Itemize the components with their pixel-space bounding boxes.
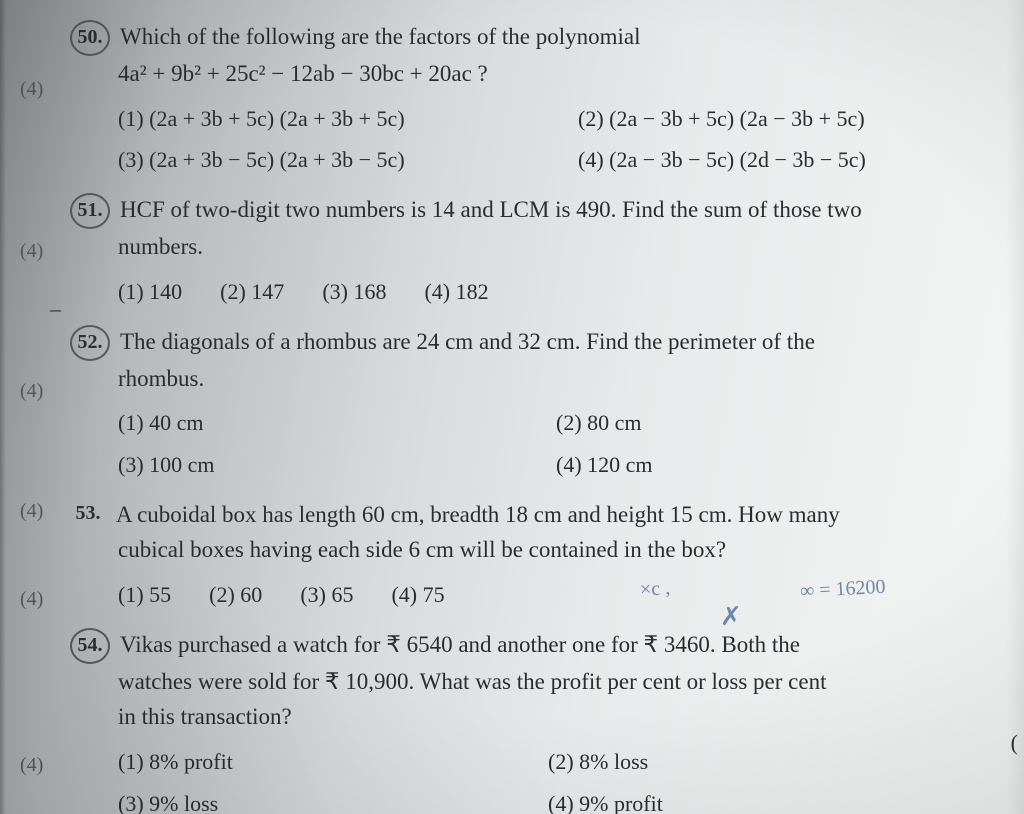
left-shadow: [0, 0, 6, 814]
question-head: 52. The diagonals of a rhombus are 24 cm …: [70, 325, 994, 361]
page-container: (4) (4) (4) (4) (4) (4) 50. Which of the follo…: [0, 0, 1024, 814]
option: (3) 9% loss: [118, 783, 518, 814]
option-row: (1) 8% profit (2) 8% loss: [118, 741, 994, 783]
option: (3) 65: [300, 574, 353, 616]
option-row: (1) 140 (2) 147 (3) 168 (4) 182: [118, 271, 994, 313]
question-number: 54.: [70, 628, 110, 664]
question-sub-line: rhombus.: [118, 361, 994, 397]
option-row: (3) 9% loss (4) 9% profit: [118, 783, 994, 814]
option: (1) 55: [118, 574, 171, 616]
margin-mark: (4): [20, 754, 43, 777]
question-block: 52. The diagonals of a rhombus are 24 cm …: [70, 325, 994, 486]
option-row: (1) (2a + 3b + 5c) (2a + 3b + 5c) (2) (2a…: [118, 98, 994, 140]
option: (2) 147: [220, 271, 284, 313]
option: (3) 100 cm: [118, 444, 518, 486]
right-paren-fragment: (: [1011, 730, 1018, 756]
question-head: 54. Vikas purchased a watch for ₹ 6540 an…: [70, 628, 994, 664]
option: (2) 60: [209, 574, 262, 616]
option: (1) 40 cm: [118, 402, 518, 444]
option: (4) 75: [391, 574, 444, 616]
margin-column: (4) (4) (4) (4) (4) (4): [10, 0, 60, 814]
option: (1) 8% profit: [118, 741, 518, 783]
question-block: 54. Vikas purchased a watch for ₹ 6540 an…: [70, 628, 994, 814]
option-row: (1) 40 cm (2) 80 cm: [118, 402, 994, 444]
question-sub-line: in this transaction?: [118, 699, 994, 735]
content-column: 50. Which of the following are the factor…: [70, 20, 994, 814]
option: (2) 80 cm: [556, 402, 856, 444]
question-text: HCF of two-digit two numbers is 14 and L…: [120, 193, 862, 228]
right-shadow: [1006, 0, 1024, 814]
options: (1) 8% profit (2) 8% loss (3) 9% loss (4) 9…: [118, 741, 994, 814]
option: (2) (2a − 3b + 5c) (2a − 3b + 5c): [578, 98, 865, 140]
option-row: (3) (2a + 3b − 5c) (2a + 3b − 5c) (4) (2a…: [118, 139, 994, 181]
question-text: The diagonals of a rhombus are 24 cm and…: [120, 325, 815, 360]
margin-mark: (4): [20, 588, 43, 611]
margin-mark: (4): [20, 78, 43, 101]
options: (1) 140 (2) 147 (3) 168 (4) 182: [118, 271, 994, 313]
question-text: Vikas purchased a watch for ₹ 6540 and a…: [120, 628, 800, 663]
options: (1) 40 cm (2) 80 cm (3) 100 cm (4) 120 cm: [118, 402, 994, 486]
margin-dash: –: [50, 296, 61, 322]
question-sub-line: 4a² + 9b² + 25c² − 12ab − 30bc + 20ac ?: [118, 56, 994, 92]
question-sub-line: numbers.: [118, 229, 994, 265]
margin-mark: (4): [20, 500, 43, 523]
question-number: 53.: [70, 498, 106, 530]
option: (1) 140: [118, 271, 182, 313]
question-number: 50.: [70, 20, 110, 56]
question-number: 51.: [70, 193, 110, 229]
question-block: 53. A cuboidal box has length 60 cm, brea…: [70, 498, 994, 616]
option: (1) (2a + 3b + 5c) (2a + 3b + 5c): [118, 98, 558, 140]
option: (3) 168: [322, 271, 386, 313]
question-text: Which of the following are the factors o…: [120, 20, 641, 55]
question-block: 50. Which of the following are the factor…: [70, 20, 994, 181]
option-row: (1) 55 (2) 60 (3) 65 (4) 75: [118, 574, 994, 616]
option: (4) 120 cm: [556, 444, 856, 486]
option: (4) 182: [424, 271, 488, 313]
option: (3) (2a + 3b − 5c) (2a + 3b − 5c): [118, 139, 558, 181]
question-sub-line: cubical boxes having each side 6 cm will…: [118, 532, 994, 568]
question-sub-line: watches were sold for ₹ 10,900. What was…: [118, 664, 994, 700]
option-row: (3) 100 cm (4) 120 cm: [118, 444, 994, 486]
options: (1) 55 (2) 60 (3) 65 (4) 75: [118, 574, 994, 616]
question-head: 50. Which of the following are the factor…: [70, 20, 994, 56]
margin-mark: (4): [20, 240, 43, 263]
question-text: A cuboidal box has length 60 cm, breadth…: [116, 498, 840, 533]
question-number: 52.: [70, 325, 110, 361]
option: (4) (2a − 3b − 5c) (2d − 3b − 5c): [578, 139, 866, 181]
margin-mark: (4): [20, 380, 43, 403]
question-head: 53. A cuboidal box has length 60 cm, brea…: [70, 498, 994, 533]
option: (2) 8% loss: [548, 741, 648, 783]
options: (1) (2a + 3b + 5c) (2a + 3b + 5c) (2) (2a…: [118, 98, 994, 182]
question-block: 51. HCF of two-digit two numbers is 14 an…: [70, 193, 994, 312]
option: (4) 9% profit: [548, 783, 663, 814]
question-head: 51. HCF of two-digit two numbers is 14 an…: [70, 193, 994, 229]
